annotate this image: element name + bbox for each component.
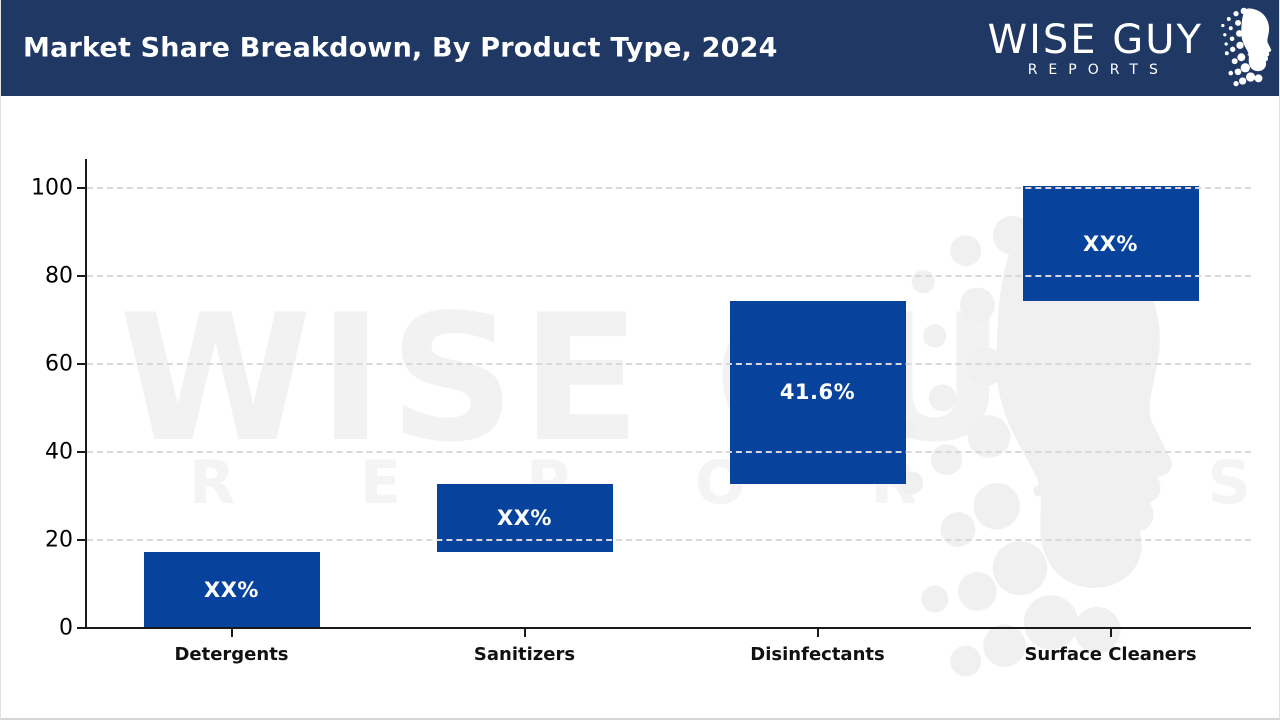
x-axis-category-label: Detergents — [174, 644, 289, 665]
x-axis-tick — [523, 629, 526, 637]
brand-name: WISE GUY — [987, 16, 1203, 63]
brand-logo: WISE GUY REPORTS — [988, 4, 1273, 92]
y-axis-tick — [77, 451, 85, 453]
y-axis-line — [85, 159, 87, 629]
brand-logo-text: WISE GUY REPORTS — [988, 19, 1203, 78]
page-title: Market Share Breakdown, By Product Type,… — [23, 32, 778, 64]
y-axis-tick-label: 40 — [45, 439, 73, 465]
y-gridline — [87, 363, 1251, 365]
x-axis-tick — [230, 629, 233, 637]
bar-value-label: XX% — [204, 577, 259, 602]
x-axis-tick — [816, 629, 819, 637]
x-axis-category-label: Sanitizers — [473, 644, 576, 665]
brand-subtitle: REPORTS — [1027, 61, 1169, 78]
y-axis-tick-label: 0 — [59, 615, 73, 641]
y-axis-tick — [77, 275, 85, 277]
plot-area: 0 20 40 60 80 100 XX% XX% 41.6% XX% Detergents Sani… — [1, 96, 1279, 718]
header-bar: Market Share Breakdown, By Product Type,… — [1, 0, 1279, 96]
x-axis-category-label: Disinfectants — [750, 644, 885, 665]
y-axis-tick — [77, 627, 85, 629]
bar-sanitizers: XX% — [436, 484, 613, 553]
bar-surface-cleaners: XX% — [1022, 186, 1199, 301]
y-gridline — [87, 187, 1251, 189]
y-axis-tick-label: 80 — [45, 263, 73, 289]
y-gridline — [87, 275, 1251, 277]
bar-detergents: XX% — [143, 552, 320, 627]
bar-value-label: 41.6% — [779, 380, 856, 405]
x-axis-category-label: Surface Cleaners — [1024, 644, 1197, 665]
bar-value-label: XX% — [497, 506, 552, 531]
bar-disinfectants: 41.6% — [729, 300, 906, 484]
bar-value-label: XX% — [1083, 231, 1138, 256]
y-axis-tick — [77, 539, 85, 541]
y-axis-tick — [77, 187, 85, 189]
y-gridline — [87, 539, 1251, 541]
y-gridline — [87, 451, 1251, 453]
x-axis-line — [85, 627, 1251, 629]
y-axis-tick-label: 100 — [31, 175, 73, 201]
x-axis-tick — [1109, 629, 1112, 637]
y-axis-tick-label: 20 — [45, 527, 73, 553]
y-axis-tick-label: 60 — [45, 351, 73, 377]
dot-face-profile-icon — [1221, 7, 1272, 87]
y-axis-tick — [77, 363, 85, 365]
